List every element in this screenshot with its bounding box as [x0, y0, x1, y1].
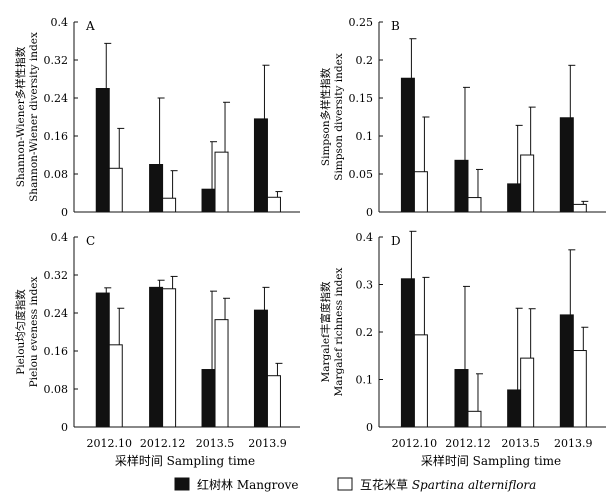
legend-label-mangrove: 红树林 Mangrove: [197, 477, 299, 492]
bar-spartina: [162, 197, 177, 213]
panel-a: 0 0.08 0.16 0.24 0.32 0.4 A Shannon-Wiener多样性指数…: [14, 16, 300, 219]
x-axis-title: 采样时间 Sampling time: [115, 453, 255, 468]
bar-mangrove: [507, 389, 522, 428]
y-axis-label: Pielou eveness index: [28, 277, 40, 388]
bar-spartina: [572, 350, 587, 428]
panel-d: 0 0.1 0.2 0.3 0.4 D Margalef丰富度指数 Margalef rich…: [319, 230, 606, 450]
bar-mangrove: [149, 286, 164, 428]
x-tick-label: 2012.10: [392, 437, 438, 450]
panel-b: 0 0.05 0.1 0.15 0.2 0.25 B Simpson多样性指数 Simpson …: [319, 16, 606, 219]
bar-spartina: [108, 167, 123, 213]
y-tick-label: 0.16: [44, 130, 69, 143]
bar-mangrove: [95, 292, 110, 428]
legend-label-spartina: 互花米草 Spartina alterniflora: [360, 477, 536, 492]
bar-mangrove: [253, 118, 268, 213]
y-tick-label: 0.4: [51, 231, 69, 244]
y-tick-label: 0.25: [349, 16, 374, 29]
x-tick-label: 2013.9: [248, 437, 287, 450]
y-tick-label: 0.05: [349, 168, 374, 181]
y-tick-label: 0.32: [44, 54, 69, 67]
bar-spartina: [266, 196, 281, 213]
y-axis-label: Margalef richness index: [333, 267, 345, 396]
y-tick-label: 0: [61, 206, 68, 219]
bar-spartina: [108, 344, 123, 428]
bar-mangrove: [454, 369, 469, 428]
bar-spartina: [214, 151, 229, 213]
bar-mangrove: [201, 188, 216, 213]
x-tick-label: 2013.5: [196, 437, 235, 450]
bar-mangrove: [559, 117, 574, 213]
bar-spartina: [413, 171, 428, 213]
bar-spartina: [520, 357, 535, 428]
panel-letter: A: [85, 19, 95, 33]
y-tick-label: 0.2: [356, 54, 374, 67]
x-tick-label: 2013.9: [554, 437, 593, 450]
bar-mangrove: [559, 314, 574, 428]
y-tick-label: 0.08: [44, 383, 69, 396]
bar-spartina: [467, 410, 482, 428]
bar-mangrove: [507, 183, 522, 213]
bar-mangrove: [95, 88, 110, 213]
bar-spartina: [266, 375, 281, 428]
y-axis-label: Simpson diversity index: [333, 53, 345, 181]
bar-spartina: [413, 334, 428, 428]
panel-c: 0 0.08 0.16 0.24 0.32 0.4 C Pielou均匀度指数 Pielou e…: [14, 231, 300, 450]
y-tick-label: 0: [366, 206, 373, 219]
y-tick-label: 0.2: [356, 326, 374, 339]
bar-mangrove: [149, 164, 164, 213]
bar-mangrove: [400, 278, 415, 428]
bar-mangrove: [454, 159, 469, 213]
y-tick-label: 0.15: [349, 92, 374, 105]
y-tick-label: 0.16: [44, 345, 69, 358]
y-tick-label: 0.4: [51, 16, 69, 29]
bar-spartina: [214, 319, 229, 428]
legend-swatch-spartina: [337, 477, 353, 491]
x-axis-title: 采样时间 Sampling time: [421, 453, 561, 468]
x-tick-label: 2012.12: [140, 437, 186, 450]
bar-spartina: [520, 154, 535, 213]
y-axis-label: Simpson多样性指数: [319, 67, 332, 166]
y-tick-label: 0.08: [44, 168, 69, 181]
x-tick-label: 2013.5: [501, 437, 540, 450]
y-tick-label: 0.3: [356, 279, 374, 292]
x-axis-title-left: 采样时间 Sampling time: [115, 453, 255, 468]
y-axis-label: Margalef丰富度指数: [319, 281, 332, 382]
legend-label-spartina-italic: Spartina alterniflora: [412, 478, 537, 492]
x-tick-label: 2012.12: [445, 437, 491, 450]
y-tick-label: 0: [366, 421, 373, 434]
y-tick-label: 0.24: [44, 307, 69, 320]
x-tick-label: 2012.10: [87, 437, 133, 450]
legend: 红树林 Mangrove 互花米草 Spartina alterniflora: [174, 477, 536, 492]
y-tick-label: 0.1: [356, 130, 374, 143]
panel-letter: D: [391, 234, 401, 248]
bar-spartina: [467, 197, 482, 213]
y-tick-label: 0.1: [356, 374, 374, 387]
y-axis-label: Shannon-Wiener diversity index: [28, 32, 40, 202]
bar-mangrove: [253, 309, 268, 428]
bar-mangrove: [400, 77, 415, 213]
bar-mangrove: [201, 369, 216, 428]
panel-letter: B: [391, 19, 400, 33]
bar-spartina: [162, 288, 177, 428]
y-tick-label: 0.24: [44, 92, 69, 105]
y-tick-label: 0.4: [356, 231, 374, 244]
y-axis-label: Shannon-Wiener多样性指数: [14, 46, 27, 187]
y-tick-label: 0: [61, 421, 68, 434]
panel-letter: C: [86, 234, 95, 248]
x-axis-title-right: 采样时间 Sampling time: [421, 453, 561, 468]
legend-label-spartina-prefix: 互花米草: [360, 477, 412, 492]
y-tick-label: 0.32: [44, 269, 69, 282]
bar-spartina: [572, 203, 587, 213]
legend-swatch-mangrove: [174, 477, 190, 491]
y-axis-label: Pielou均匀度指数: [14, 289, 27, 375]
